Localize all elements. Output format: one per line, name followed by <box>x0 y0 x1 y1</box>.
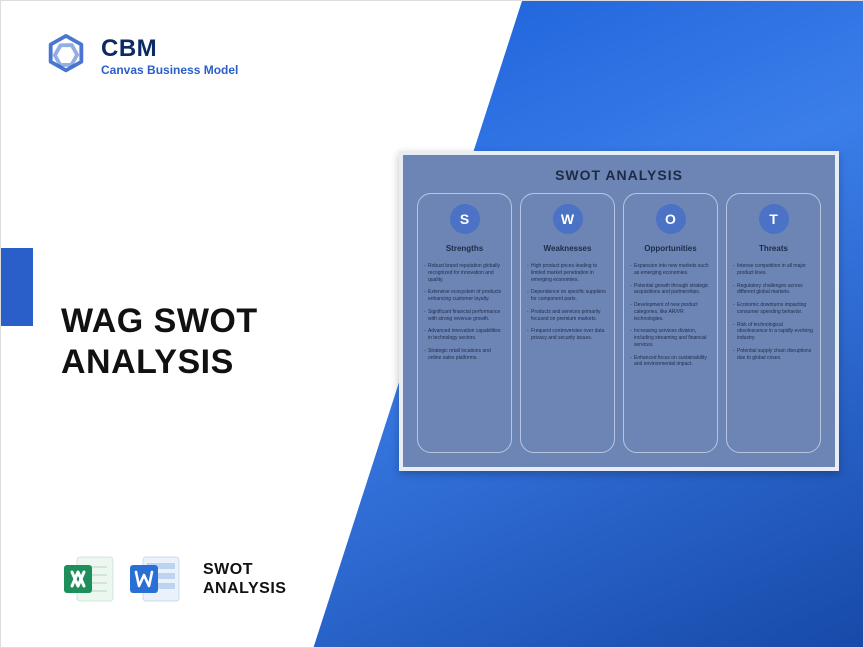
logo-fullname: Canvas Business Model <box>101 63 238 77</box>
footer: SWOT ANALYSIS <box>61 551 286 607</box>
swot-items-threats: Intense competition in all major product… <box>733 263 814 367</box>
swot-item: Advanced innovation capabilities in tech… <box>424 328 505 342</box>
swot-item: Risk of technological obsolescence in a … <box>733 322 814 342</box>
swot-col-strengths: S Strengths Robust brand reputation glob… <box>417 193 512 453</box>
swot-item: Potential growth through strategic acqui… <box>630 283 711 297</box>
page-title: WAG SWOT ANALYSIS <box>61 301 258 383</box>
swot-item: Increasing services division, including … <box>630 328 711 348</box>
swot-item: Products and services primarily focused … <box>527 309 608 323</box>
swot-item: High product prices leading to limited m… <box>527 263 608 283</box>
swot-col-weaknesses: W Weaknesses High product prices leading… <box>520 193 615 453</box>
swot-diagram-title: SWOT ANALYSIS <box>417 167 821 183</box>
swot-heading-opportunities: Opportunities <box>644 244 696 253</box>
swot-item: Development of new product categories, l… <box>630 302 711 322</box>
swot-letter-o: O <box>656 204 686 234</box>
brand-logo: CBM Canvas Business Model <box>43 33 238 79</box>
title-line-2: ANALYSIS <box>61 343 234 381</box>
swot-item: Expansion into new markets such as emerg… <box>630 263 711 277</box>
swot-item: Significant financial performance with s… <box>424 309 505 323</box>
swot-item: Regulatory challenges across different g… <box>733 283 814 297</box>
swot-diagram: SWOT ANALYSIS S Strengths Robust brand r… <box>399 151 839 471</box>
promo-slide: CBM Canvas Business Model WAG SWOT ANALY… <box>0 0 864 648</box>
swot-item: Dependence on specific suppliers for com… <box>527 289 608 303</box>
logo-abbrev: CBM <box>101 35 238 63</box>
footer-line-1: SWOT <box>203 561 253 578</box>
swot-letter-w: W <box>553 204 583 234</box>
footer-label: SWOT ANALYSIS <box>203 560 286 598</box>
word-file-icon <box>127 551 183 607</box>
swot-columns: S Strengths Robust brand reputation glob… <box>417 193 821 453</box>
title-line-1: WAG SWOT <box>61 302 258 340</box>
swot-item: Robust brand reputation globally recogni… <box>424 263 505 283</box>
accent-bar <box>1 248 33 326</box>
swot-items-strengths: Robust brand reputation globally recogni… <box>424 263 505 367</box>
hex-logo-icon <box>43 33 89 79</box>
swot-item: Intense competition in all major product… <box>733 263 814 277</box>
swot-heading-weaknesses: Weaknesses <box>544 244 592 253</box>
swot-items-opportunities: Expansion into new markets such as emerg… <box>630 263 711 374</box>
swot-heading-strengths: Strengths <box>446 244 483 253</box>
swot-letter-t: T <box>759 204 789 234</box>
swot-item: Potential supply chain disruptions due t… <box>733 348 814 362</box>
swot-item: Strategic retail locations and online sa… <box>424 348 505 362</box>
swot-items-weaknesses: High product prices leading to limited m… <box>527 263 608 348</box>
swot-col-opportunities: O Opportunities Expansion into new marke… <box>623 193 718 453</box>
swot-heading-threats: Threats <box>759 244 788 253</box>
swot-item: Frequent controversies over data privacy… <box>527 328 608 342</box>
footer-line-2: ANALYSIS <box>203 580 286 597</box>
excel-file-icon <box>61 551 117 607</box>
swot-item: Economic downturns impacting consumer sp… <box>733 302 814 316</box>
swot-col-threats: T Threats Intense competition in all maj… <box>726 193 821 453</box>
swot-letter-s: S <box>450 204 480 234</box>
swot-item: Extensive ecosystem of products enhancin… <box>424 289 505 303</box>
swot-item: Enhanced focus on sustainability and env… <box>630 355 711 369</box>
